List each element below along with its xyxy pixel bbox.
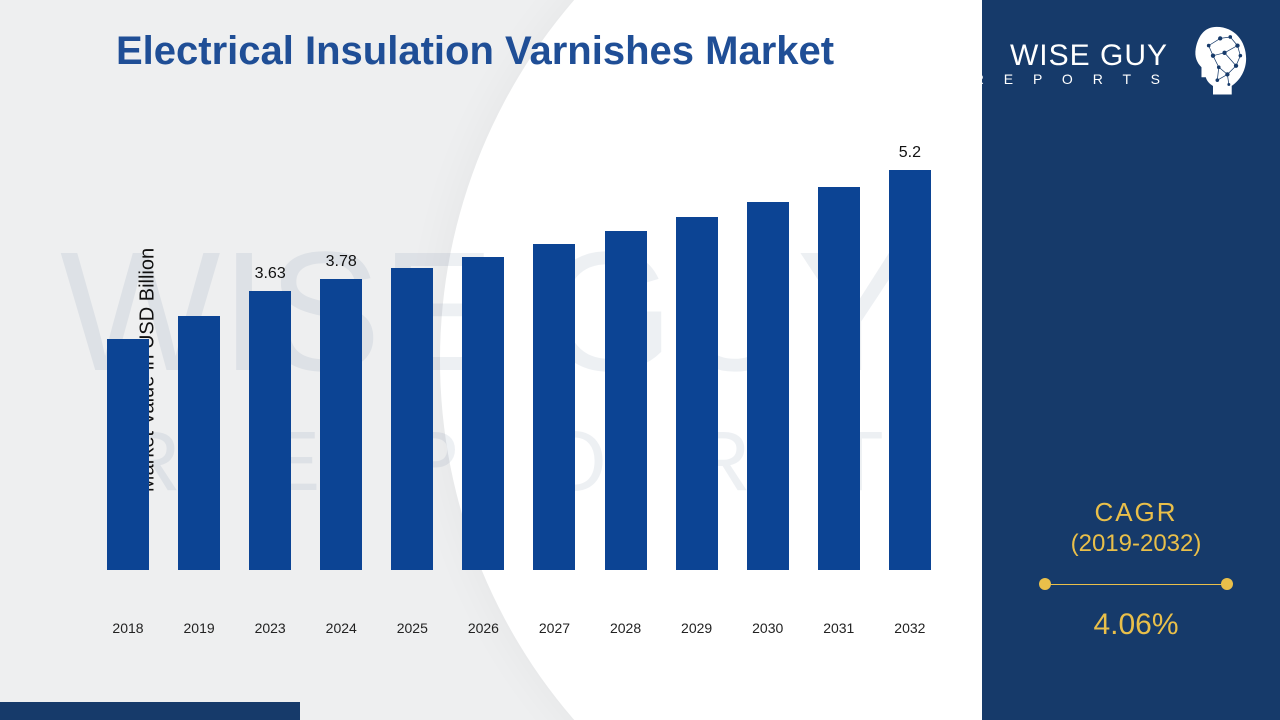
chart-plot-area: 33.3 3.63 3.78 3.924.074.244.414.594.784.98… xyxy=(94,140,944,570)
bar xyxy=(462,257,504,570)
x-axis-tick-label: 2029 xyxy=(667,620,727,636)
bar xyxy=(747,202,789,570)
brand-logo-head-icon xyxy=(1174,24,1252,101)
bars-container: 33.3 3.63 3.78 3.924.074.244.414.594.784.98… xyxy=(94,140,944,570)
bar xyxy=(676,217,718,570)
x-axis-tick-label: 2018 xyxy=(98,620,158,636)
cagr-divider xyxy=(1041,572,1231,598)
x-axis-tick-label: 2025 xyxy=(382,620,442,636)
bar xyxy=(178,316,220,570)
cagr-label: CAGR xyxy=(1026,497,1246,528)
bar xyxy=(533,244,575,570)
x-axis-tick-label: 2023 xyxy=(240,620,300,636)
x-axis-tick-label: 2019 xyxy=(169,620,229,636)
x-axis-tick-label: 2024 xyxy=(311,620,371,636)
bar-slot: 3 xyxy=(98,313,158,570)
bar-slot: 3.78 xyxy=(311,253,371,570)
bar xyxy=(107,339,149,570)
bar xyxy=(818,187,860,570)
bar-slot: 3.3 xyxy=(169,290,229,570)
bar-slot: 3.92 xyxy=(382,242,442,570)
bar-chart: Market Value in USD Billion 33.33.633.78… xyxy=(60,130,960,610)
bar-slot: 4.78 xyxy=(738,176,798,570)
bar-slot: 3.63 xyxy=(240,265,300,570)
bar-slot: 4.07 xyxy=(453,231,513,570)
x-axis-tick-label: 2031 xyxy=(809,620,869,636)
bar-slot: 4.98 xyxy=(809,161,869,570)
bar xyxy=(249,291,291,570)
bar-value-label: 5.2 xyxy=(899,144,921,164)
bar xyxy=(605,231,647,570)
bar-value-label: 3.63 xyxy=(255,265,286,285)
x-axis-tick-label: 2028 xyxy=(596,620,656,636)
bar-slot: 4.41 xyxy=(596,205,656,570)
brand-logo-line1: WISE GUY xyxy=(974,39,1168,73)
x-axis-tick-label: 2030 xyxy=(738,620,798,636)
brand-logo-text: WISE GUY R E P O R T S xyxy=(974,39,1168,87)
bar-slot: 5.2 xyxy=(880,144,940,570)
cagr-block: CAGR (2019-2032) 4.06% xyxy=(1026,497,1246,642)
bar-slot: 4.24 xyxy=(524,218,584,570)
bar xyxy=(320,279,362,570)
x-axis-labels: 2018 2019 2023 2024 2025 2026 2027 2028 2029 2030… xyxy=(94,620,944,636)
bar xyxy=(391,268,433,570)
x-axis-tick-label: 2026 xyxy=(453,620,513,636)
cagr-value: 4.06% xyxy=(1026,608,1246,642)
bottom-accent-bar xyxy=(0,702,300,720)
cagr-period: (2019-2032) xyxy=(1026,530,1246,558)
chart-title: Electrical Insulation Varnishes Market xyxy=(116,28,836,74)
brand-logo: WISE GUY R E P O R T S xyxy=(974,24,1252,101)
bar-slot: 4.59 xyxy=(667,191,727,570)
bar xyxy=(889,170,931,570)
chart-canvas: WISE GUY R E P O R T S Electrical Insula… xyxy=(0,0,1280,720)
brand-logo-line2: R E P O R T S xyxy=(974,71,1168,87)
x-axis-tick-label: 2027 xyxy=(524,620,584,636)
x-axis-tick-label: 2032 xyxy=(880,620,940,636)
bar-value-label: 3.78 xyxy=(326,253,357,273)
